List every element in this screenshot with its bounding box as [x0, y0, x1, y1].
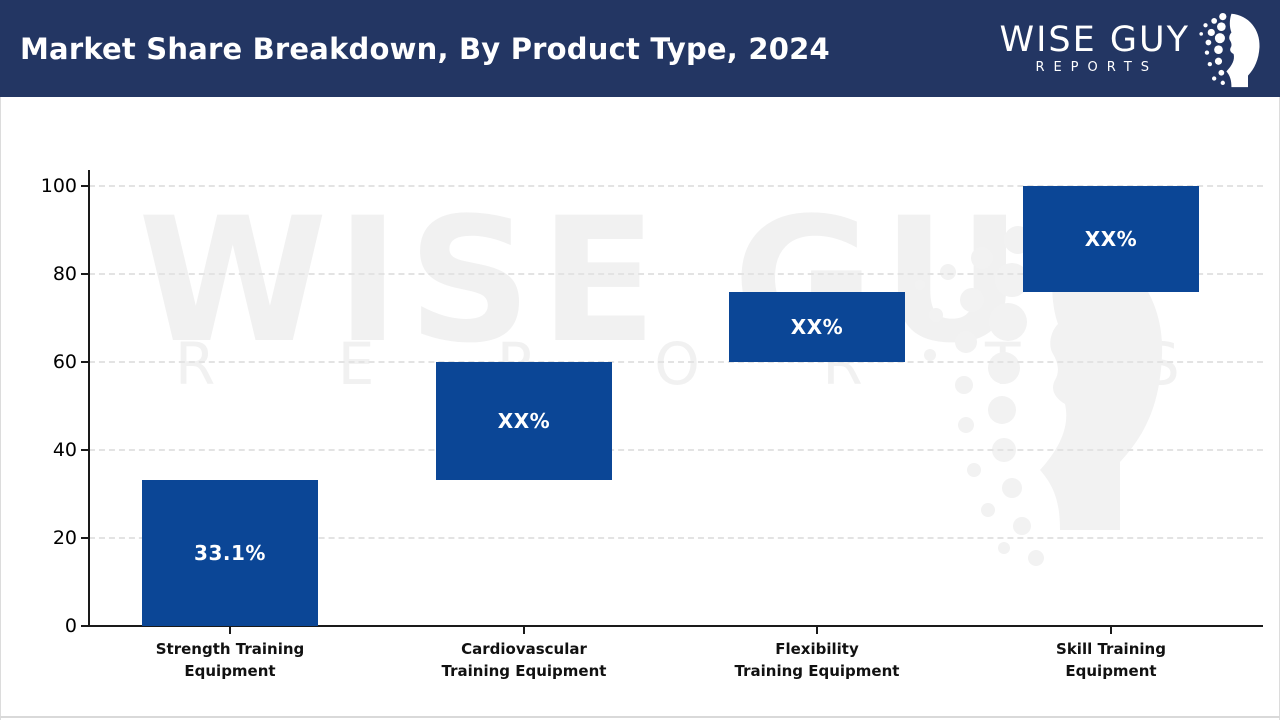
y-tick [81, 537, 88, 539]
bar-value-label: 33.1% [194, 541, 266, 566]
y-tick-label: 40 [52, 439, 77, 461]
bar-value-label: XX% [1084, 226, 1138, 251]
chart-title: Market Share Breakdown, By Product Type,… [20, 31, 830, 66]
y-tick [81, 361, 88, 363]
bar-segment: XX% [729, 291, 905, 362]
watermark-face-icon [915, 226, 1163, 566]
gridline [89, 185, 1263, 187]
gridline [89, 449, 1263, 451]
category-label: Skill Training Equipment [1056, 640, 1166, 680]
logo-text: WISE GUY REPORTS [999, 19, 1190, 76]
x-tick [1110, 627, 1112, 634]
category-label: Cardiovascular Training Equipment [441, 640, 607, 680]
y-tick-label: 100 [40, 175, 77, 197]
y-axis [88, 170, 90, 627]
logo-wordmark: WISE GUY [999, 19, 1190, 60]
bar-segment: XX% [1023, 186, 1199, 292]
bar-value-label: XX% [497, 409, 551, 434]
y-tick-label: 80 [52, 263, 77, 285]
bar-segment: 33.1% [142, 480, 318, 626]
category-label: Flexibility Training Equipment [734, 640, 900, 680]
x-tick [229, 627, 231, 634]
category-label: Strength Training Equipment [155, 640, 305, 680]
y-tick [81, 449, 88, 451]
x-tick [523, 627, 525, 634]
gridline [89, 361, 1263, 363]
gridline [89, 537, 1263, 539]
x-axis [88, 625, 1263, 627]
logo-face-icon [1199, 12, 1260, 87]
header: Market Share Breakdown, By Product Type,… [0, 0, 1280, 97]
y-tick-label: 60 [52, 351, 77, 373]
x-tick [816, 627, 818, 634]
bottom-rule [0, 716, 1280, 718]
y-tick [81, 185, 88, 187]
bar-value-label: XX% [790, 314, 844, 339]
bar-segment: XX% [436, 362, 612, 481]
y-tick-label: 0 [64, 615, 77, 637]
brand-logo: WISE GUY REPORTS [999, 8, 1266, 90]
y-tick-label: 20 [52, 527, 77, 549]
y-tick [81, 273, 88, 275]
y-tick [81, 625, 88, 627]
gridline [89, 273, 1263, 275]
logo-subtext: REPORTS [1035, 60, 1159, 76]
